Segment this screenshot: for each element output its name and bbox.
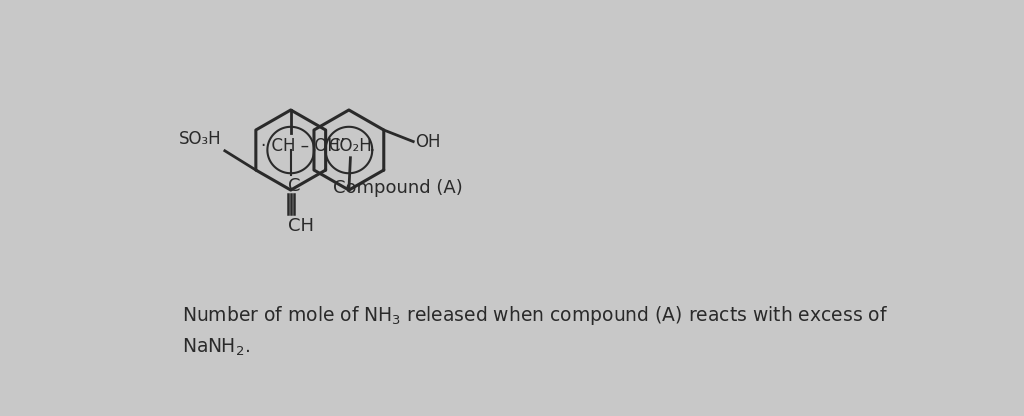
Text: Number of mole of NH$_3$ released when compound (A) reacts with excess of
NaNH$_: Number of mole of NH$_3$ released when c… xyxy=(182,304,889,358)
Text: CH: CH xyxy=(289,217,314,235)
Text: SO₃H: SO₃H xyxy=(179,131,222,149)
Text: Compound (A): Compound (A) xyxy=(334,178,463,196)
Text: C: C xyxy=(289,177,301,195)
Text: · CH – OHʼ: · CH – OHʼ xyxy=(261,137,345,155)
Text: CO₂H: CO₂H xyxy=(329,137,373,156)
Text: OH: OH xyxy=(416,133,441,151)
